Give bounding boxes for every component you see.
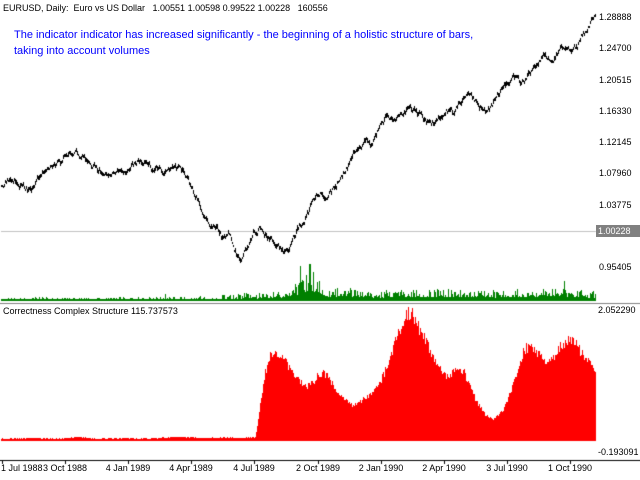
time-axis-label: 2 Oct 1989 — [295, 463, 341, 473]
time-axis-label: 3 Jul 1990 — [486, 463, 528, 473]
price-axis-label: 0.95405 — [599, 262, 632, 272]
price-axis-label: 1.20515 — [599, 75, 632, 85]
price-axis-label: 1.16330 — [599, 106, 632, 116]
price-axis-label: 1.24700 — [599, 43, 632, 53]
time-axis-label: 2 Apr 1990 — [422, 463, 466, 473]
time-axis-label: 4 Jul 1989 — [233, 463, 275, 473]
time-axis-label: 1 Oct 1990 — [547, 463, 593, 473]
time-axis-label: 1 Jul 1988 — [1, 463, 43, 473]
indicator-label: Correctness Complex Structure 115.737573 — [3, 306, 178, 316]
chart-comment-line2: taking into account volumes — [14, 45, 150, 57]
current-price-badge: 1.00228 — [596, 225, 640, 237]
price-scale[interactable]: 1.00228 2.052290 -0.193091 1.28888 1.2470… — [596, 0, 640, 460]
time-axis-label: 2 Jan 1990 — [358, 463, 404, 473]
chart-comment: The indicator indicator has increased si… — [14, 27, 473, 59]
price-axis-label: 1.03775 — [599, 200, 632, 210]
indicator-axis-max: 2.052290 — [598, 305, 636, 315]
time-axis-label: 4 Apr 1989 — [169, 463, 213, 473]
price-axis-label: 1.12145 — [599, 137, 632, 147]
indicator-axis-min: -0.193091 — [598, 447, 639, 457]
chart-header: EURUSD, Daily: Euro vs US Dollar 1.00551… — [3, 3, 328, 13]
price-axis-label: 1.07960 — [599, 168, 632, 178]
chart-comment-line1: The indicator indicator has increased si… — [14, 29, 474, 41]
time-axis-label: 3 Oct 1988 — [42, 463, 88, 473]
price-axis-label: 1.28888 — [599, 12, 632, 22]
time-axis-label: 4 Jan 1989 — [105, 463, 151, 473]
time-axis[interactable]: 1 Jul 1988 3 Oct 1988 4 Jan 1989 4 Apr 1989… — [0, 461, 640, 480]
